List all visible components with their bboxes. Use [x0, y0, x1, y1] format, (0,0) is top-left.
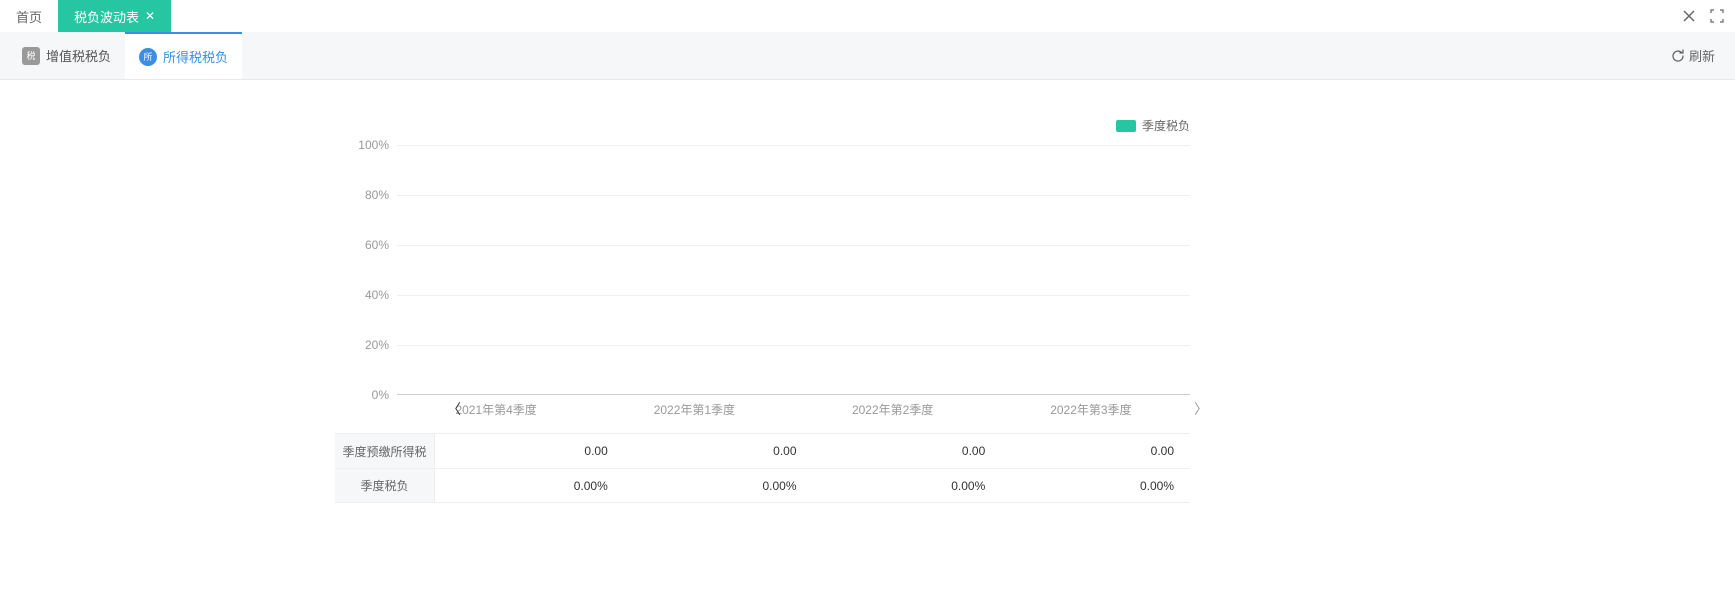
chevron-right-icon[interactable]: 〉	[1194, 399, 1208, 419]
table-cell: 0.00%	[435, 469, 624, 502]
content-area: 季度税负 0%20%40%60%80%100% 〈 〉 2021年第4季度202…	[0, 80, 1735, 503]
grid-line	[397, 145, 1190, 146]
row-cells: 0.00%0.00%0.00%0.00%	[435, 469, 1190, 502]
table-cell: 0.00	[435, 434, 624, 468]
grid-line	[397, 295, 1190, 296]
fullscreen-icon[interactable]	[1707, 6, 1727, 26]
x-tick-label: 2022年第1季度	[595, 395, 793, 421]
tab-tax-fluctuation[interactable]: 税负波动表 ✕	[58, 0, 171, 32]
grid-line	[397, 195, 1190, 196]
top-right-controls	[1679, 0, 1727, 32]
row-cells: 0.000.000.000.00	[435, 434, 1190, 468]
table-row: 季度预缴所得税0.000.000.000.00	[335, 434, 1190, 468]
y-tick-label: 80%	[365, 188, 389, 202]
y-tick-label: 40%	[365, 288, 389, 302]
x-tick-label: 2022年第3季度	[992, 395, 1190, 421]
y-tick-label: 20%	[365, 338, 389, 352]
sub-header: 税 增值税税负 所 所得税税负 刷新	[0, 32, 1735, 80]
x-tick-label: 2022年第2季度	[794, 395, 992, 421]
y-tick-label: 0%	[372, 388, 389, 402]
tab-tax-fluctuation-label: 税负波动表	[74, 7, 139, 26]
tab-home[interactable]: 首页	[0, 0, 58, 32]
chart-legend[interactable]: 季度税负	[1116, 117, 1190, 134]
row-label: 季度预缴所得税	[335, 434, 435, 468]
table-cell: 0.00	[1001, 434, 1190, 468]
plot-region	[397, 145, 1190, 395]
x-axis: 〈 〉 2021年第4季度2022年第1季度2022年第2季度2022年第3季度	[397, 395, 1190, 421]
sub-tab-vat[interactable]: 税 增值税税负	[8, 32, 125, 79]
y-axis: 0%20%40%60%80%100%	[335, 145, 397, 395]
table-cell: 0.00%	[624, 469, 813, 502]
top-tab-bar: 首页 税负波动表 ✕	[0, 0, 1735, 32]
table-cell: 0.00	[624, 434, 813, 468]
row-label: 季度税负	[335, 469, 435, 502]
refresh-button[interactable]: 刷新	[1671, 32, 1715, 79]
table-row: 季度税负0.00%0.00%0.00%0.00%	[335, 468, 1190, 502]
sub-tabs: 税 增值税税负 所 所得税税负	[0, 32, 242, 79]
sub-tab-income-label: 所得税税负	[163, 47, 228, 66]
y-tick-label: 100%	[358, 138, 389, 152]
sub-tab-income[interactable]: 所 所得税税负	[125, 32, 242, 79]
close-icon[interactable]: ✕	[145, 10, 155, 22]
legend-label: 季度税负	[1142, 117, 1190, 134]
table-cell: 0.00%	[1001, 469, 1190, 502]
x-tick-label: 2021年第4季度	[397, 395, 595, 421]
refresh-label: 刷新	[1689, 46, 1715, 65]
close-panel-icon[interactable]	[1679, 6, 1699, 26]
chevron-left-icon[interactable]: 〈	[447, 399, 461, 419]
income-icon: 所	[139, 48, 157, 66]
table-cell: 0.00	[813, 434, 1002, 468]
chart-container: 季度税负 0%20%40%60%80%100% 〈 〉 2021年第4季度202…	[335, 145, 1190, 421]
grid-line	[397, 245, 1190, 246]
sub-tab-vat-label: 增值税税负	[46, 46, 111, 65]
chart-plot-area: 0%20%40%60%80%100%	[335, 145, 1190, 395]
tab-home-label: 首页	[16, 7, 42, 26]
grid-line	[397, 345, 1190, 346]
vat-icon: 税	[22, 47, 40, 65]
table-cell: 0.00%	[813, 469, 1002, 502]
data-table: 季度预缴所得税0.000.000.000.00季度税负0.00%0.00%0.0…	[335, 433, 1190, 503]
y-tick-label: 60%	[365, 238, 389, 252]
legend-swatch	[1116, 120, 1136, 132]
refresh-icon	[1671, 49, 1685, 63]
